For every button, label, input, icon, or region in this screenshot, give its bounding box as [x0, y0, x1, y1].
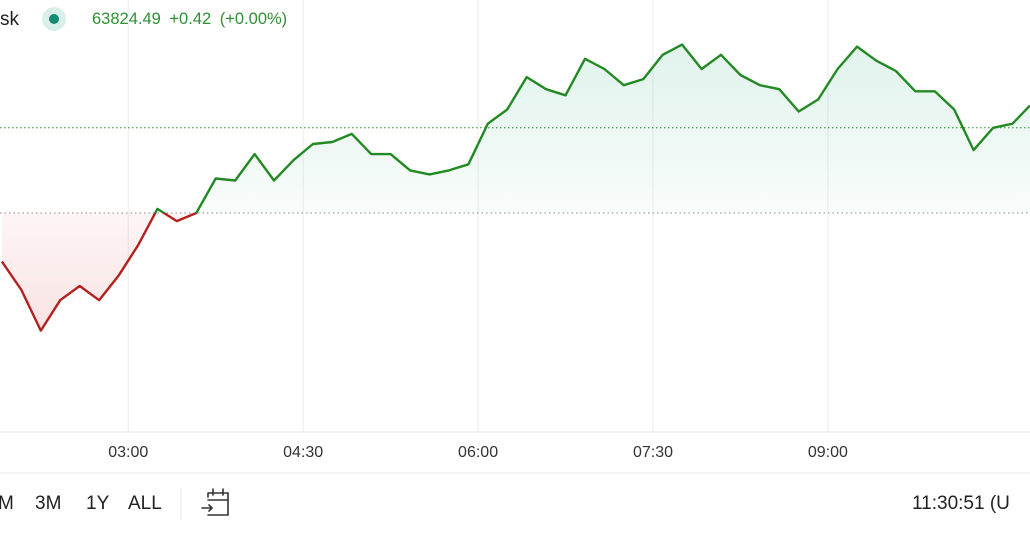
range-button[interactable]: 1Y — [86, 493, 110, 514]
price-header: 63824.49 +0.42 (+0.00%) — [92, 10, 287, 28]
range-button[interactable]: ALL — [128, 493, 162, 514]
x-tick-label: 09:00 — [808, 444, 848, 461]
change: +0.42 — [169, 10, 211, 28]
range-button[interactable]: M — [0, 493, 14, 514]
x-tick-label: 06:00 — [458, 444, 498, 461]
clock: 11:30:51 (U — [912, 493, 1010, 514]
range-button[interactable]: 3M — [35, 493, 61, 514]
x-tick-label: 03:00 — [108, 444, 148, 461]
status-dot — [49, 14, 59, 24]
x-tick-label: 04:30 — [283, 444, 323, 461]
change-pct: (+0.00%) — [220, 10, 287, 28]
plot — [0, 43, 1030, 332]
x-tick-label: 07:30 — [633, 444, 673, 461]
price-line — [0, 43, 1030, 332]
symbol: sk — [0, 9, 20, 30]
calendar-icon[interactable] — [201, 488, 229, 516]
last-price: 63824.49 — [92, 10, 161, 28]
area — [1, 44, 1030, 331]
x-axis: 03:00 04:30 06:00 07:30 09:00 — [108, 444, 848, 461]
